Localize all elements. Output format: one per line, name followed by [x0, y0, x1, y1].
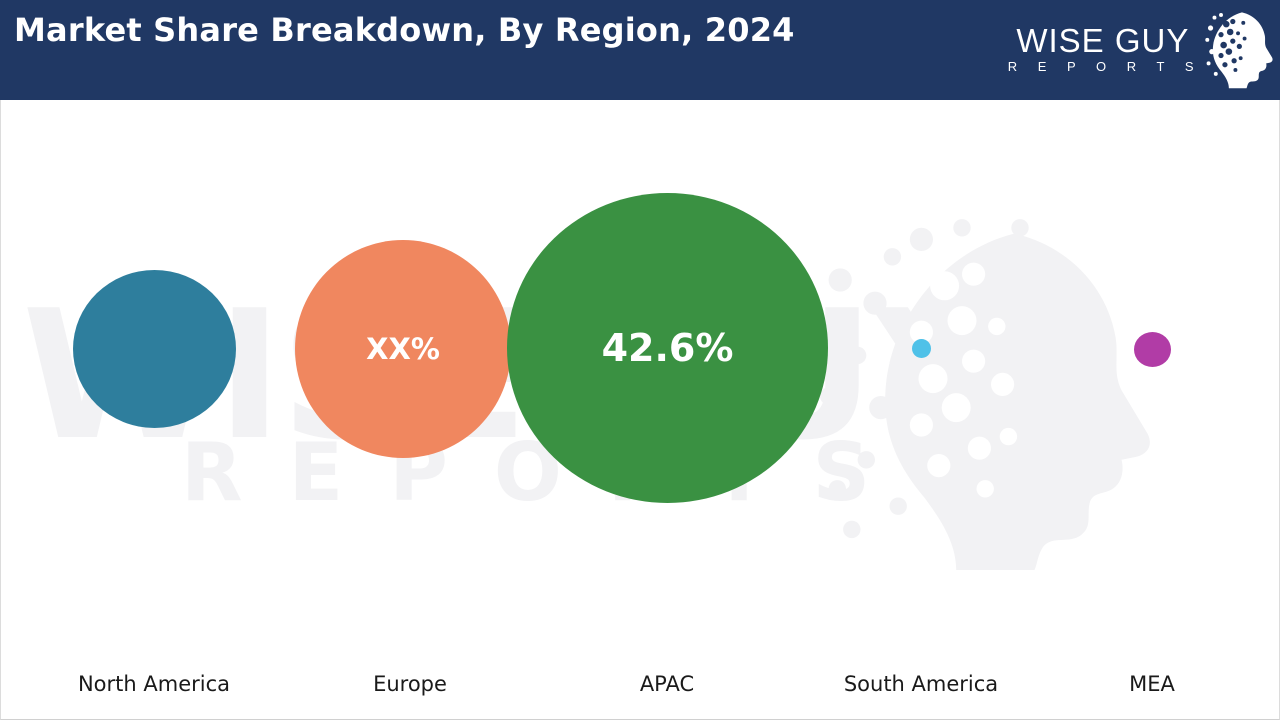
category-label-north-america: North America [77, 672, 231, 696]
bubble-value-label: 42.6% [601, 326, 734, 370]
brand-tagline: R E P O R T S [1007, 58, 1202, 74]
wiseguy-head-icon [1205, 12, 1273, 89]
bubble-mea [1134, 332, 1171, 367]
brand-logo-text: WISE GUY R E P O R T S [1004, 24, 1202, 74]
brand-logo: WISE GUY R E P O R T S [1004, 8, 1276, 90]
category-label-mea: MEA [1129, 672, 1175, 696]
bubble-apac: 42.6% [507, 193, 828, 503]
brand-name: WISE GUY [1016, 22, 1190, 60]
page-title: Market Share Breakdown, By Region, 2024 [14, 11, 795, 49]
bubble-north-america [73, 270, 236, 428]
category-label-south-america: South America [843, 672, 999, 696]
category-label-europe: Europe [373, 672, 447, 696]
category-label-apac: APAC [639, 672, 695, 696]
header-bar: Market Share Breakdown, By Region, 2024 … [0, 0, 1280, 100]
bubble-south-america [912, 339, 931, 358]
bubble-europe: XX% [295, 240, 511, 458]
watermark-head [819, 219, 1150, 570]
bubble-value-label: XX% [366, 332, 440, 366]
bubble-chart: WISE GUY REPORTS [0, 100, 1280, 720]
